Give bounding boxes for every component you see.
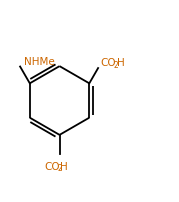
- Text: CO: CO: [101, 58, 116, 68]
- Text: 2: 2: [114, 61, 119, 70]
- Text: H: H: [117, 58, 124, 68]
- Text: NHMe: NHMe: [24, 56, 54, 66]
- Text: H: H: [61, 161, 68, 171]
- Text: CO: CO: [45, 161, 60, 171]
- Text: 2: 2: [58, 163, 62, 172]
